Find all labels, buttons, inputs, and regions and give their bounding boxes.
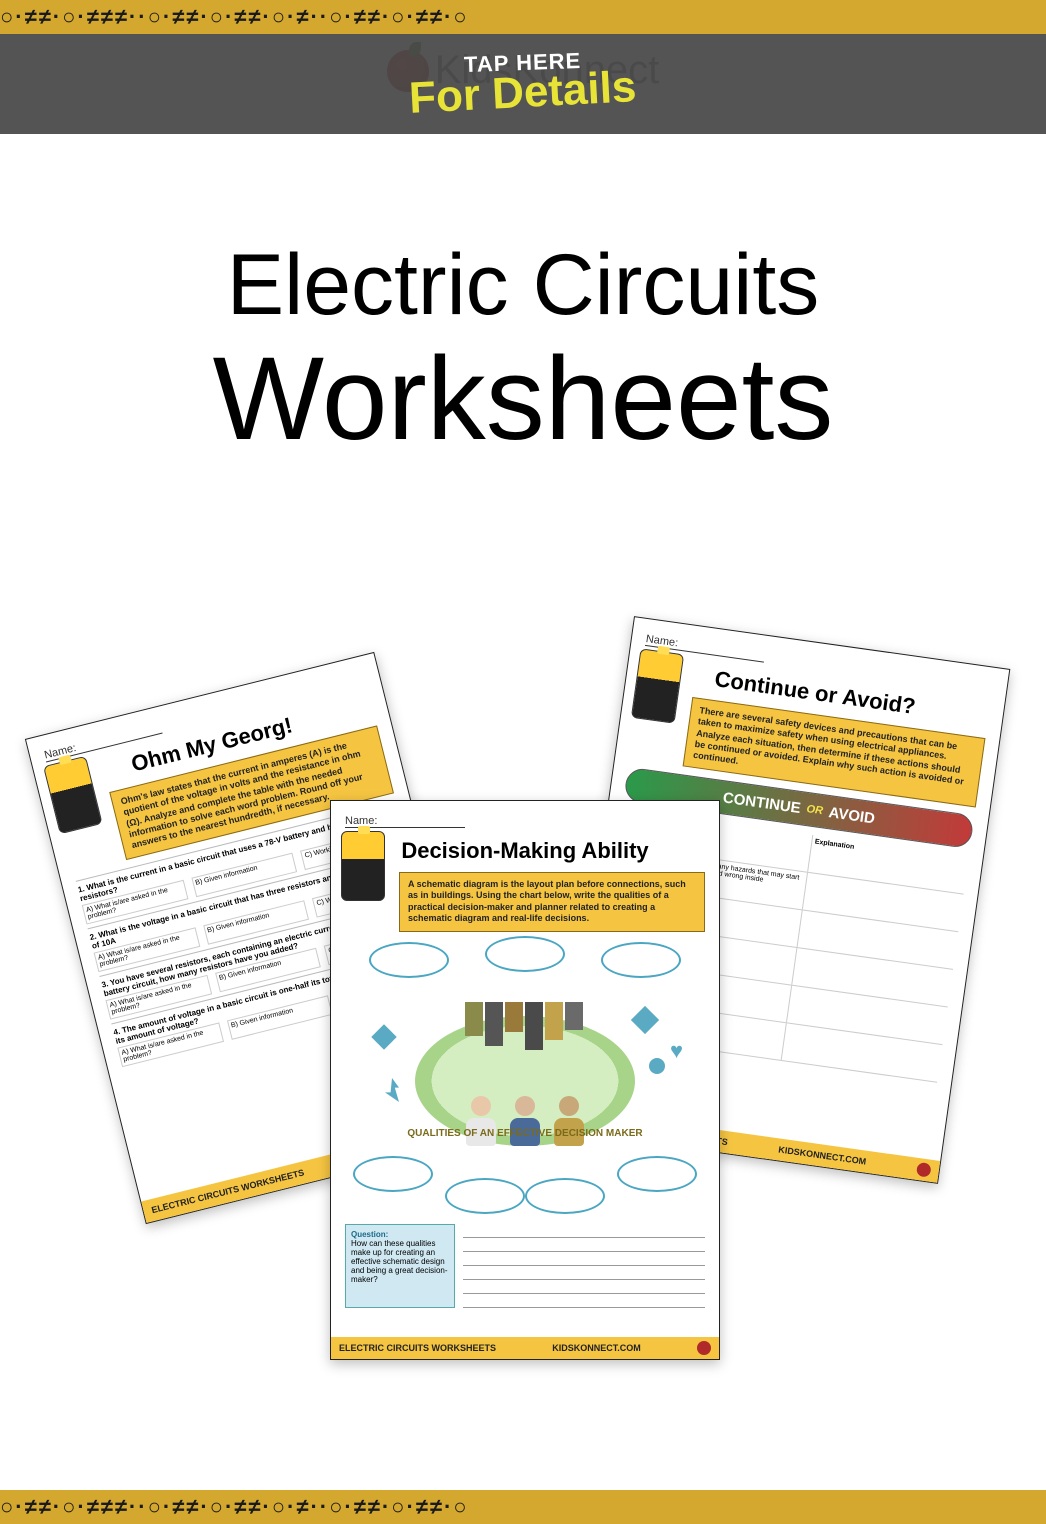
bubble <box>445 1178 525 1214</box>
title-line-2: Worksheets <box>0 338 1046 462</box>
cta-banner[interactable]: TAP HERE For Details <box>0 34 1046 134</box>
bubble <box>525 1178 605 1214</box>
worksheet-decision-making: Name: Decision-Making Ability A schemati… <box>330 800 720 1360</box>
answer-lines <box>463 1224 705 1308</box>
bubble <box>353 1156 433 1192</box>
bubble <box>617 1156 697 1192</box>
apple-icon <box>916 1162 932 1178</box>
lightning-icon <box>385 1078 399 1102</box>
bubble <box>485 936 565 972</box>
question-box: Question: How can these qualities make u… <box>345 1224 455 1308</box>
decorative-border-top: ○·≠≠·○·≠≠≠··○·≠≠·○·≠≠·○·≠··○·≠≠·○·≠≠·○ <box>0 0 1046 34</box>
worksheets-preview-stage: Name: Continue or Avoid? There are sever… <box>0 600 1046 1420</box>
center-illustration <box>415 1016 635 1146</box>
worksheet-footer: ELECTRIC CIRCUITS WORKSHEETSKIDSKONNECT.… <box>331 1337 719 1359</box>
diamond-icon <box>631 1006 659 1034</box>
bubble <box>369 942 449 978</box>
battery-icon <box>631 648 684 723</box>
heart-icon: ♥ <box>670 1038 683 1064</box>
page-title: Electric Circuits Worksheets <box>0 240 1046 462</box>
diamond-icon <box>371 1024 396 1049</box>
apple-icon <box>697 1341 711 1355</box>
buildings-icon <box>465 1002 583 1050</box>
circle-icon <box>649 1058 665 1074</box>
question-area: Question: How can these qualities make u… <box>345 1224 705 1308</box>
decorative-border-bottom: ○·≠≠·○·≠≠≠··○·≠≠·○·≠≠·○·≠··○·≠≠·○·≠≠·○ <box>0 1490 1046 1524</box>
center-label: QUALITIES OF AN EFFECTIVE DECISION MAKER <box>345 1128 705 1139</box>
concept-map: ♥ QUALITIES OF AN EFFECTIVE DECISION MAK <box>345 938 705 1218</box>
worksheet-c-instruction: A schematic diagram is the layout plan b… <box>399 872 705 932</box>
worksheet-c-title: Decision-Making Ability <box>345 838 705 864</box>
bubble <box>601 942 681 978</box>
battery-icon <box>341 831 385 901</box>
title-line-1: Electric Circuits <box>0 240 1046 330</box>
cta-for-details-text: For Details <box>408 62 638 124</box>
